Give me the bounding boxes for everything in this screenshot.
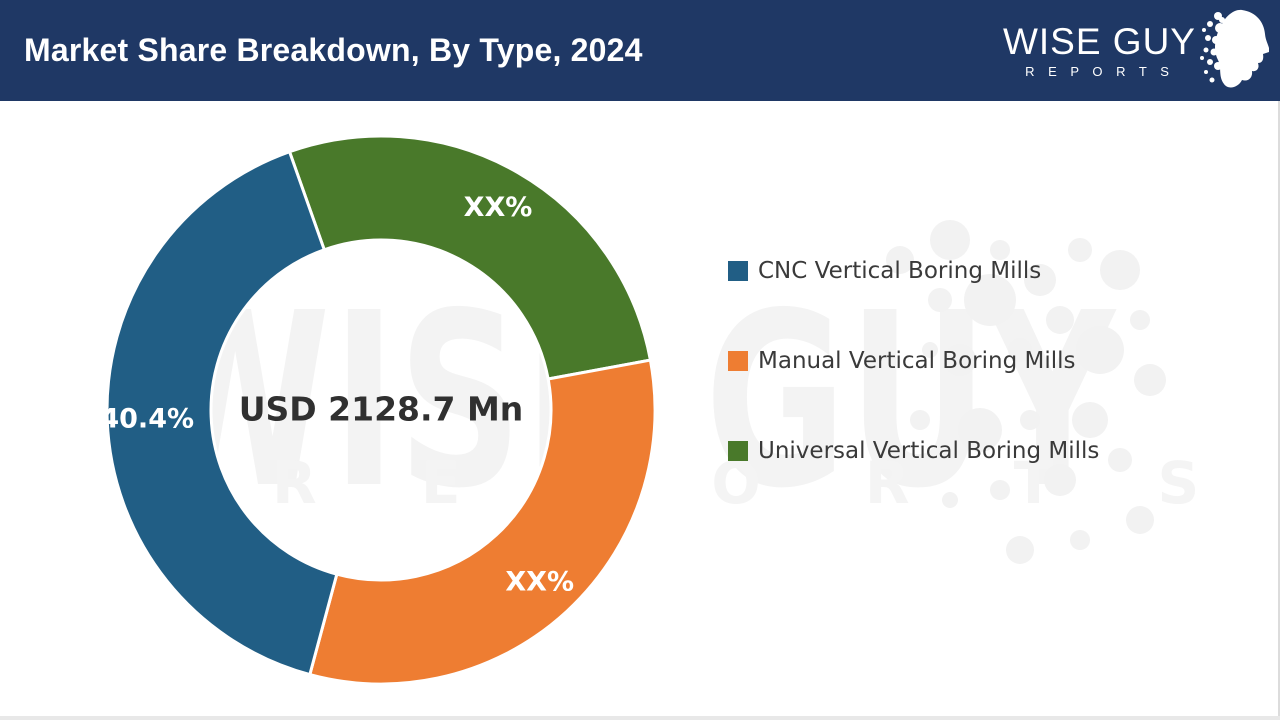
page-bottom-edge [0,716,1280,720]
chart-center-value: USD 2128.7 Mn [238,389,524,429]
segment-percentage-label: XX% [505,566,574,597]
legend-item-universal: Universal Vertical Boring Mills [728,436,1099,466]
legend-item-cnc: CNC Vertical Boring Mills [728,256,1099,286]
legend-label: Universal Vertical Boring Mills [758,438,1100,464]
legend-label: Manual Vertical Boring Mills [758,348,1076,374]
chart-canvas: WISE GUY R E P O R T S XX% XX% 40.4% USD 2 [0,101,1280,716]
donut-chart: XX% XX% 40.4% [100,134,657,686]
wise-guy-face-icon [1200,9,1269,87]
page-right-edge [1278,101,1280,716]
legend-swatch-universal [728,441,748,461]
legend-label: CNC Vertical Boring Mills [758,258,1042,284]
donut-segment-manual-vertical-boring-mills [308,358,657,686]
header-bar: Market Share Breakdown, By Type, 2024 WI… [0,0,1280,101]
segment-percentage-label: XX% [464,192,533,223]
legend-item-manual: Manual Vertical Boring Mills [728,346,1099,376]
donut-segment-universal-vertical-boring-mills [288,134,652,381]
logo-subtext: R E P O R T S [1025,64,1174,79]
logo-wordmark: WISE GUY [1002,21,1196,62]
legend-swatch-manual [728,351,748,371]
donut-segment-cnc-vertical-boring-mills [105,150,339,677]
page-title: Market Share Breakdown, By Type, 2024 [24,32,643,68]
chart-legend: CNC Vertical Boring Mills Manual Vertica… [728,256,1099,526]
segment-percentage-label: 40.4% [100,404,194,435]
legend-swatch-cnc [728,261,748,281]
brand-logo: WISE GUY R E P O R T S [1003,0,1270,101]
